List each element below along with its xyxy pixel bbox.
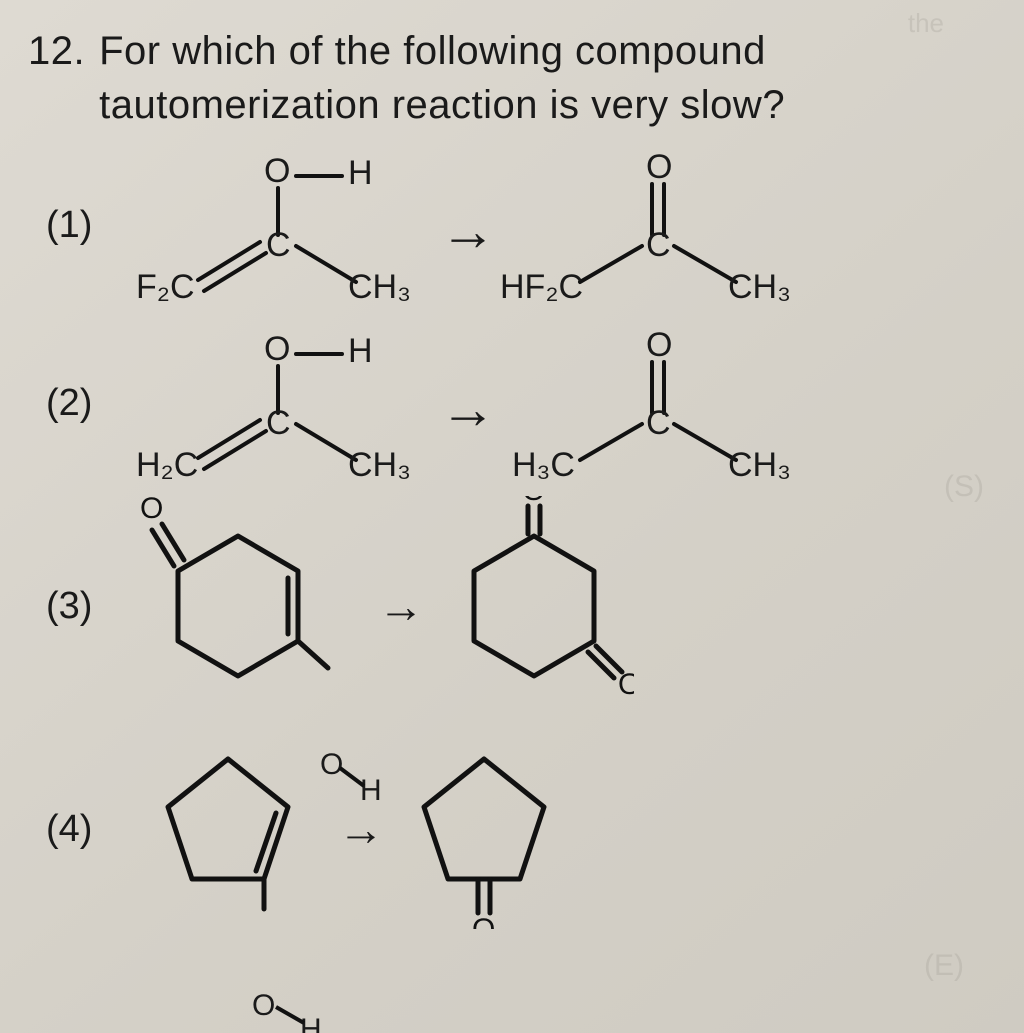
atom-O: O bbox=[522, 496, 545, 507]
option-3-left-structure: O bbox=[138, 496, 338, 716]
atom-C: C bbox=[646, 404, 671, 443]
reaction-arrow: → bbox=[440, 381, 496, 437]
group-HF2C: HF₂C bbox=[500, 268, 583, 307]
atom-C: C bbox=[266, 404, 291, 443]
atom-O: O bbox=[618, 668, 634, 701]
question-line-1: For which of the following compound bbox=[99, 29, 766, 73]
atom-O: O bbox=[140, 496, 163, 525]
question-text: For which of the following compound taut… bbox=[99, 24, 996, 132]
atom-H: H bbox=[348, 154, 373, 193]
option-3-label: (3) bbox=[28, 585, 138, 628]
atom-O: O bbox=[264, 330, 290, 369]
option-4-right-structure: O bbox=[394, 729, 574, 929]
atom-O: O bbox=[264, 152, 290, 191]
atom-O: O bbox=[646, 148, 672, 187]
page-root: the (S) (E) 12. For which of the followi… bbox=[0, 0, 1024, 1033]
ghost-text: (E) bbox=[924, 949, 964, 983]
group-CH3: CH₃ bbox=[348, 268, 411, 307]
option-2-label: (2) bbox=[28, 382, 138, 425]
atom-C: C bbox=[646, 226, 671, 265]
group-CH3: CH₃ bbox=[728, 268, 791, 307]
atom-H: H bbox=[348, 332, 373, 371]
option-1-label: (1) bbox=[28, 204, 138, 247]
option-2-right-structure: O C H₃C CH₃ bbox=[518, 318, 798, 488]
group-H2C: H₂C bbox=[136, 446, 198, 485]
question-number: 12. bbox=[28, 24, 85, 132]
option-2-left-structure: O H C H₂C CH₃ bbox=[138, 318, 418, 488]
question: 12. For which of the following compound … bbox=[28, 24, 996, 132]
reaction-arrow: → bbox=[338, 802, 384, 856]
group-CH3: CH₃ bbox=[348, 446, 411, 485]
group-CH3: CH₃ bbox=[728, 446, 791, 485]
reaction-arrow: → bbox=[378, 579, 424, 633]
option-1-right-structure: O C HF₂C CH₃ bbox=[518, 140, 798, 310]
option-2-row: (2) O H C H₂C CH₃ → O C bbox=[28, 318, 996, 488]
option-4-row: (4) O H → O bbox=[28, 724, 996, 934]
atom-O: O bbox=[472, 913, 495, 929]
option-3-right-structure: O O bbox=[434, 496, 634, 716]
reaction-arrow: → bbox=[440, 203, 496, 259]
option-3-row: (3) O O H → bbox=[28, 496, 996, 716]
option-1-left-structure: O H C F₂C CH₃ bbox=[138, 140, 418, 310]
option-4-label: (4) bbox=[28, 808, 138, 851]
option-4-left-structure bbox=[138, 729, 318, 929]
option-1-row: (1) O H C F₂C CH₃ → bbox=[28, 140, 996, 310]
group-H3C: H₃C bbox=[512, 446, 575, 485]
group-F2C: F₂C bbox=[136, 268, 195, 307]
atom-O: O bbox=[646, 326, 672, 365]
atom-C: C bbox=[266, 226, 291, 265]
question-line-2: tautomerization reaction is very slow? bbox=[99, 83, 785, 127]
